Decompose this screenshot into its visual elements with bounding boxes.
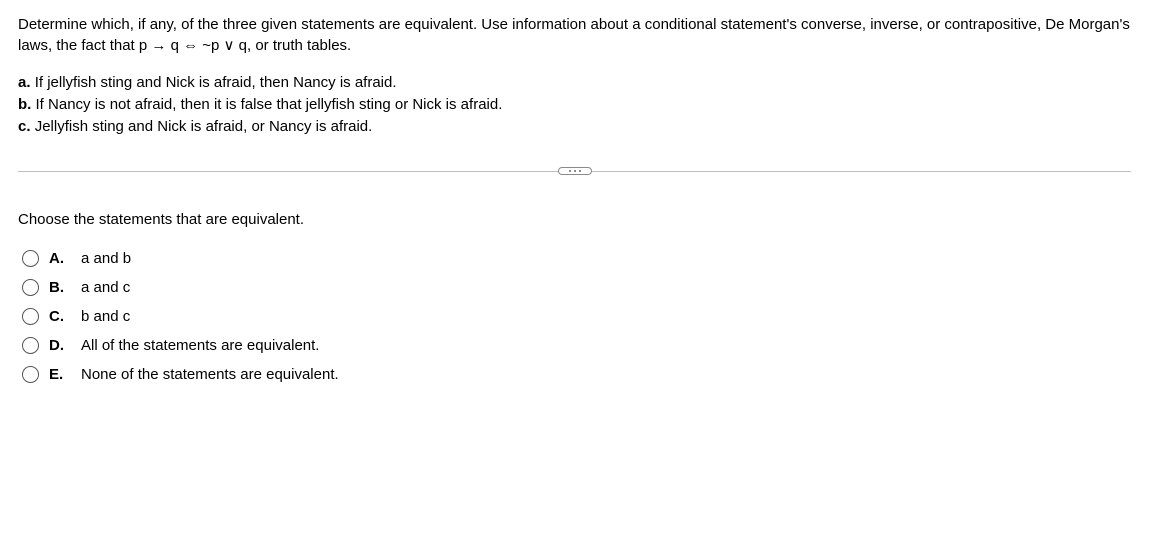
option-e[interactable]: E. None of the statements are equivalent… <box>22 366 1131 383</box>
option-text: a and b <box>81 250 131 267</box>
section-divider <box>18 159 1131 183</box>
statement-text: Jellyfish sting and Nick is afraid, or N… <box>35 118 373 135</box>
option-letter: C. <box>49 308 71 325</box>
option-letter: D. <box>49 337 71 354</box>
statement-text: If jellyfish sting and Nick is afraid, t… <box>35 74 397 91</box>
option-text: None of the statements are equivalent. <box>81 366 339 383</box>
option-d[interactable]: D. All of the statements are equivalent. <box>22 337 1131 354</box>
statements-block: a. If jellyfish sting and Nick is afraid… <box>18 72 1131 137</box>
option-letter: A. <box>49 250 71 267</box>
option-a[interactable]: A. a and b <box>22 250 1131 267</box>
radio-icon[interactable] <box>22 308 39 325</box>
radio-icon[interactable] <box>22 366 39 383</box>
radio-icon[interactable] <box>22 337 39 354</box>
statement-text: If Nancy is not afraid, then it is false… <box>36 96 503 113</box>
choose-prompt: Choose the statements that are equivalen… <box>18 211 1131 228</box>
radio-icon[interactable] <box>22 279 39 296</box>
question-intro: Determine which, if any, of the three gi… <box>18 14 1131 56</box>
option-text: b and c <box>81 308 130 325</box>
option-letter: E. <box>49 366 71 383</box>
option-c[interactable]: C. b and c <box>22 308 1131 325</box>
statement-c: c. Jellyfish sting and Nick is afraid, o… <box>18 116 1131 138</box>
option-text: All of the statements are equivalent. <box>81 337 319 354</box>
option-text: a and c <box>81 279 130 296</box>
options-list: A. a and b B. a and c C. b and c D. All … <box>18 250 1131 383</box>
radio-icon[interactable] <box>22 250 39 267</box>
statement-letter: a. <box>18 74 31 91</box>
statement-a: a. If jellyfish sting and Nick is afraid… <box>18 72 1131 94</box>
dot-icon <box>579 170 581 172</box>
option-b[interactable]: B. a and c <box>22 279 1131 296</box>
expand-pill[interactable] <box>558 167 592 175</box>
statement-letter: b. <box>18 96 31 113</box>
statement-letter: c. <box>18 118 31 135</box>
option-letter: B. <box>49 279 71 296</box>
dot-icon <box>574 170 576 172</box>
dot-icon <box>569 170 571 172</box>
statement-b: b. If Nancy is not afraid, then it is fa… <box>18 94 1131 116</box>
